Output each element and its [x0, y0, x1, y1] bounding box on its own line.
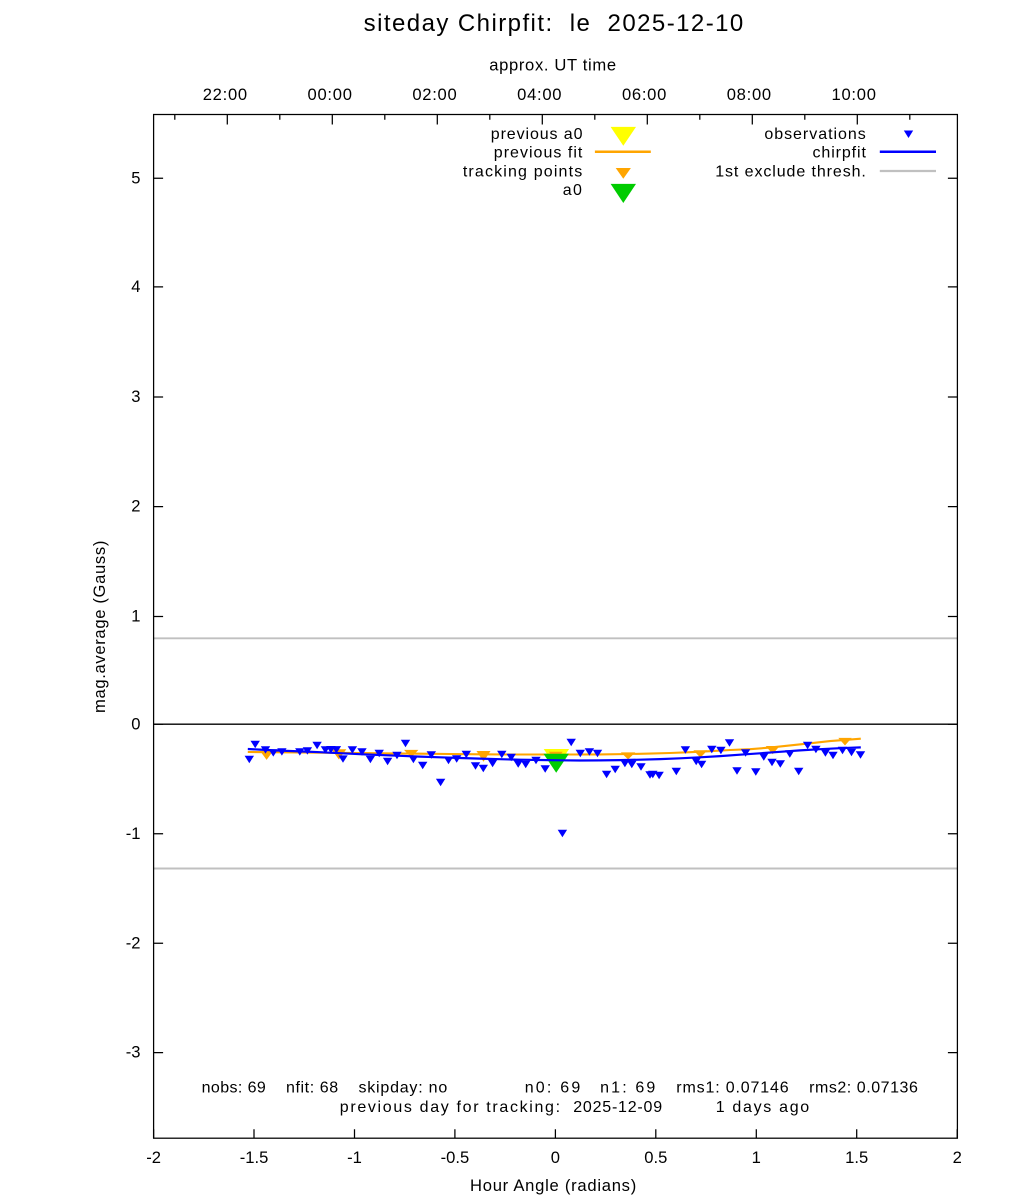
svg-text:5: 5	[131, 168, 140, 187]
svg-text:mag.average (Gauss): mag.average (Gauss)	[90, 540, 109, 713]
svg-text:rms1: 0.07146: rms1: 0.07146	[676, 1079, 789, 1096]
svg-text:-1.5: -1.5	[240, 1148, 269, 1167]
svg-text:22:00: 22:00	[203, 85, 248, 104]
svg-text:1: 1	[752, 1148, 761, 1167]
svg-text:2: 2	[131, 497, 140, 516]
svg-text:00:00: 00:00	[308, 85, 353, 104]
svg-text:previous a0: previous a0	[491, 126, 584, 143]
svg-text:rms2: 0.07136: rms2: 0.07136	[809, 1079, 918, 1096]
svg-text:1: 1	[131, 607, 140, 626]
svg-text:-1: -1	[347, 1148, 362, 1167]
svg-text:chirpfit: chirpfit	[813, 145, 867, 162]
svg-text:approx. UT time: approx. UT time	[489, 56, 617, 75]
svg-text:-2: -2	[126, 933, 141, 952]
svg-text:0: 0	[551, 1148, 560, 1167]
svg-text:4: 4	[131, 277, 140, 296]
svg-text:02:00: 02:00	[412, 85, 457, 104]
svg-text:previous fit: previous fit	[494, 145, 584, 162]
svg-text:06:00: 06:00	[622, 85, 667, 104]
svg-text:-0.5: -0.5	[441, 1148, 470, 1167]
svg-text:2: 2	[953, 1148, 962, 1167]
svg-text:1.5: 1.5	[845, 1148, 868, 1167]
svg-text:observations: observations	[764, 126, 866, 143]
svg-text:10:00: 10:00	[832, 85, 877, 104]
svg-text:-3: -3	[126, 1043, 141, 1062]
svg-text:nobs: 69: nobs: 69	[202, 1079, 267, 1096]
svg-text:04:00: 04:00	[517, 85, 562, 104]
svg-text:2025-12-09: 2025-12-09	[573, 1099, 663, 1116]
svg-text:n0: 69: n0: 69	[525, 1079, 583, 1096]
svg-text:n1: 69: n1: 69	[600, 1079, 657, 1096]
svg-text:1 days ago: 1 days ago	[716, 1099, 811, 1116]
svg-text:skipday: no: skipday: no	[359, 1079, 449, 1096]
svg-text:previous day for tracking:: previous day for tracking:	[340, 1099, 562, 1116]
svg-text:nfit: 68: nfit: 68	[286, 1079, 339, 1096]
svg-text:a0: a0	[563, 182, 584, 199]
svg-text:Hour Angle (radians): Hour Angle (radians)	[470, 1176, 637, 1195]
svg-text:siteday Chirpfit: le 2025-12: siteday Chirpfit: le 2025-12-10	[364, 10, 745, 37]
svg-text:0: 0	[131, 714, 140, 733]
svg-text:tracking points: tracking points	[463, 164, 584, 181]
svg-text:08:00: 08:00	[727, 85, 772, 104]
svg-text:3: 3	[131, 387, 140, 406]
svg-text:-2: -2	[146, 1148, 161, 1167]
svg-text:0.5: 0.5	[644, 1148, 667, 1167]
svg-text:1st exclude thresh.: 1st exclude thresh.	[715, 164, 867, 181]
svg-text:-1: -1	[126, 824, 141, 843]
